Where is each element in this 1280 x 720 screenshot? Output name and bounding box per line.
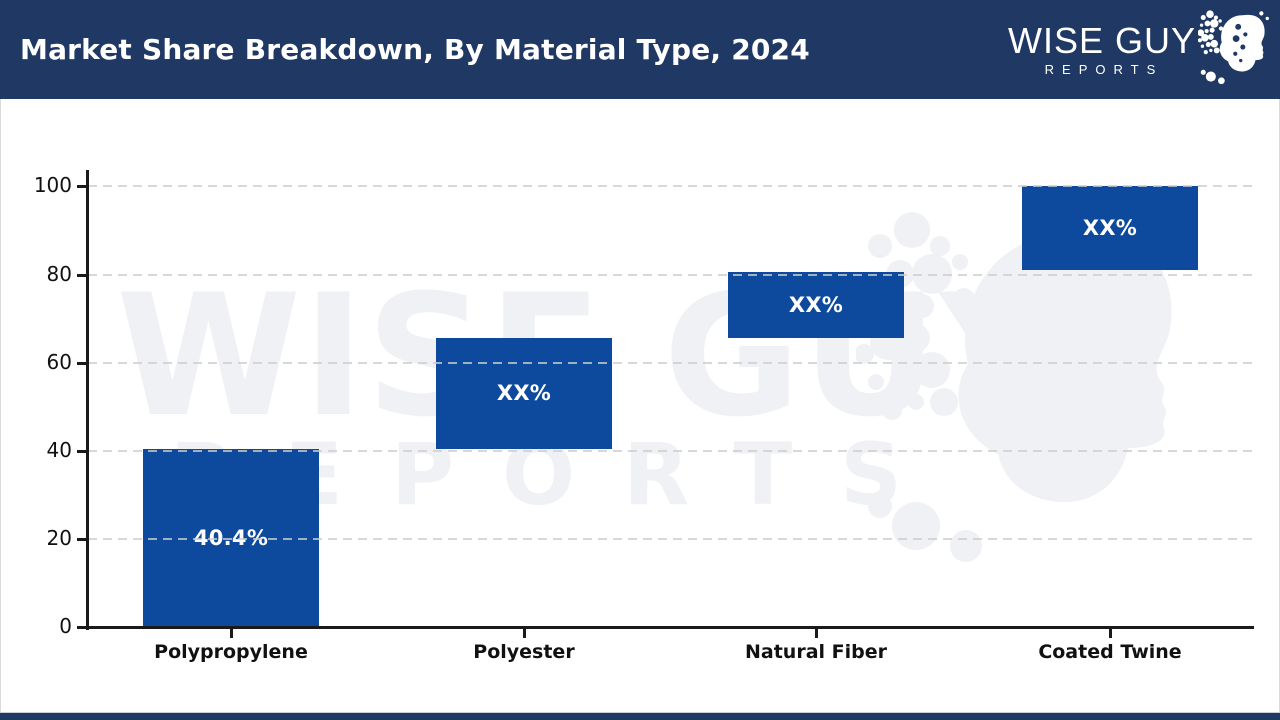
x-label-natural-fiber: Natural Fiber	[745, 641, 887, 663]
x-tick-polypropylene	[230, 629, 233, 638]
gridline-100	[88, 185, 1254, 188]
logo-wordmark: WISE GUY REPORTS	[1007, 19, 1196, 77]
y-tick-label-20: 20	[46, 525, 72, 550]
chart-title: Market Share Breakdown, By Material Type…	[20, 33, 810, 66]
gridline-60	[88, 361, 1254, 364]
y-tick-label-80: 80	[46, 261, 72, 286]
y-tick-label-0: 0	[59, 614, 72, 638]
bar-value-label-polyester: XX%	[496, 381, 552, 406]
x-tick-polyester	[523, 629, 526, 638]
gridline-20	[88, 537, 1254, 540]
bar-value-label-natural-fiber: XX%	[788, 292, 844, 317]
footer-divider	[0, 712, 1280, 713]
x-label-polypropylene: Polypropylene	[154, 641, 308, 663]
bar-value-label-coated-twine: XX%	[1082, 216, 1138, 241]
y-tick-60	[77, 361, 86, 365]
bar-natural-fiber: XX%	[728, 272, 904, 338]
y-tick-40	[77, 449, 86, 453]
bar-polyester: XX%	[436, 337, 612, 449]
y-tick-80	[77, 273, 86, 277]
y-tick-label-100: 100	[33, 173, 72, 198]
y-tick-label-60: 60	[46, 349, 72, 374]
footer-bar	[0, 713, 1280, 720]
y-tick-0	[77, 626, 86, 629]
logo-name-text: WISE GUY	[1007, 19, 1196, 61]
x-tick-natural-fiber	[815, 629, 818, 638]
x-tick-coated-twine	[1109, 629, 1112, 638]
y-tick-100	[77, 185, 86, 189]
gridline-40	[88, 449, 1254, 452]
x-axis-line	[86, 626, 1254, 629]
y-tick-label-40: 40	[46, 437, 72, 462]
bar-coated-twine: XX%	[1022, 186, 1198, 271]
y-axis-line	[86, 170, 89, 630]
logo-face-icon	[1198, 9, 1269, 84]
wise-guy-logo: WISE GUY REPORTS	[1007, 9, 1270, 90]
x-label-coated-twine: Coated Twine	[1038, 641, 1182, 663]
y-tick-20	[77, 537, 86, 541]
logo-sub-text: REPORTS	[1044, 61, 1164, 77]
header: Market Share Breakdown, By Material Type…	[0, 0, 1280, 99]
gridline-80	[88, 273, 1254, 276]
x-label-polyester: Polyester	[473, 641, 575, 663]
